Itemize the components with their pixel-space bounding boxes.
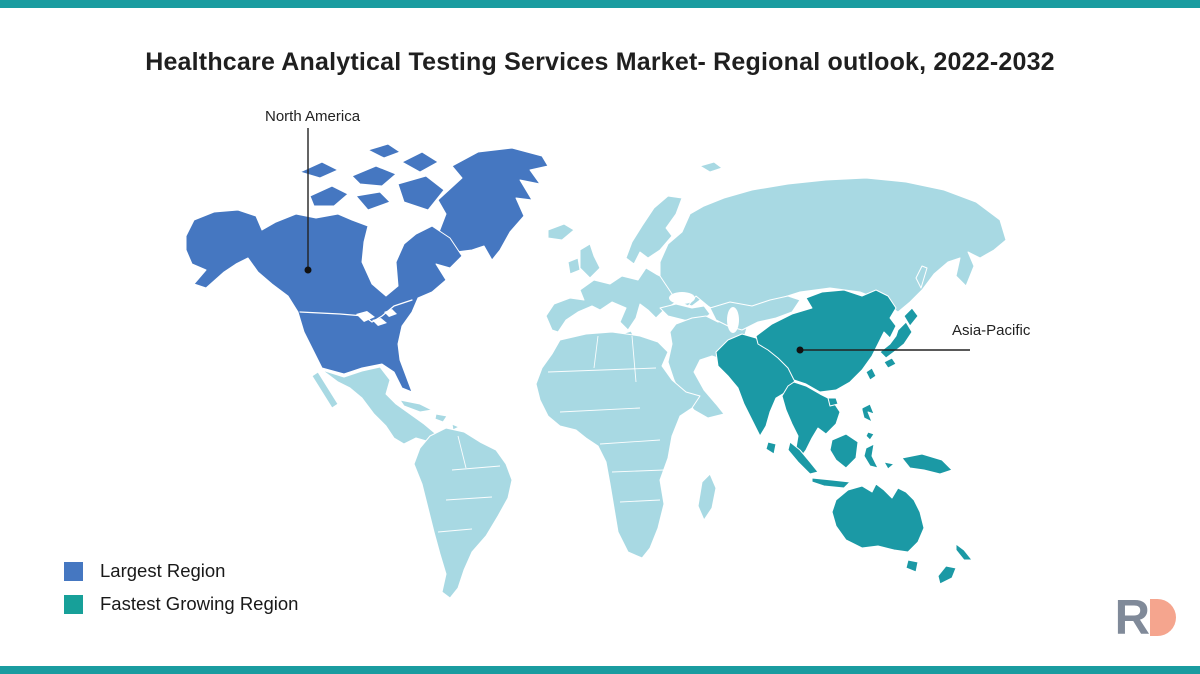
arctic-island [355, 191, 391, 211]
sakhalin-shape [915, 265, 928, 289]
japan-kyushu-shape [883, 357, 897, 369]
madagascar-shape [697, 473, 717, 521]
new-zealand-north-shape [955, 543, 973, 561]
ireland-shape [567, 257, 581, 275]
country-border [599, 439, 661, 445]
fastest-growing-region-swatch [64, 594, 83, 614]
arctic-island [299, 161, 339, 179]
baffin-island-shape [397, 175, 445, 211]
sri-lanka-shape [765, 441, 777, 455]
largest-region-swatch [64, 561, 83, 581]
cuba-shape [399, 399, 433, 413]
black-sea [669, 292, 695, 304]
country-border [593, 335, 599, 369]
caspian-sea [727, 307, 739, 333]
europe-shape [545, 267, 701, 333]
asia-pacific-leader-dot [796, 346, 804, 354]
bottom-accent-bar [0, 666, 1200, 674]
baja-california-shape [311, 371, 339, 409]
country-border [451, 465, 501, 471]
country-border [547, 367, 657, 373]
us-canada-border [299, 299, 413, 323]
hispaniola-shape [434, 413, 448, 423]
arctic-island [367, 143, 401, 159]
country-border [445, 496, 493, 501]
landmass-north-america [185, 143, 549, 393]
page-title: Healthcare Analytical Testing Services M… [145, 48, 1055, 76]
country-border [559, 407, 641, 413]
china-mongolia-shape [755, 289, 897, 393]
country-border [457, 435, 467, 469]
sulawesi-shape [863, 443, 879, 469]
logo-d-shape [1150, 599, 1176, 636]
japan-hokkaido-shape [903, 307, 919, 327]
philippines-island [865, 431, 875, 441]
taiwan-shape [865, 367, 877, 381]
great-lakes [384, 309, 397, 317]
caribbean-island [451, 423, 460, 431]
south-america-shape [413, 427, 513, 599]
australia-shape [831, 483, 925, 553]
country-border [631, 335, 637, 383]
top-accent-bar [0, 0, 1200, 8]
java-shape [811, 477, 851, 489]
legend: Largest Region Fastest Growing Region [64, 560, 298, 615]
hainan-shape [827, 397, 839, 407]
legend-item-fastest-growing-region: Fastest Growing Region [64, 593, 298, 615]
tasmania-shape [905, 559, 919, 573]
legend-label: Fastest Growing Region [100, 593, 299, 614]
iceland-shape [547, 223, 575, 241]
africa-shape [535, 331, 701, 559]
callout-leaders [304, 128, 970, 354]
uk-shape [579, 243, 601, 279]
legend-label: Largest Region [100, 560, 226, 581]
logo-letter-r: R [1114, 590, 1150, 645]
borneo-shape [829, 433, 859, 469]
sumatra-shape [787, 441, 819, 475]
arctic-island [401, 151, 439, 173]
legend-item-largest-region: Largest Region [64, 560, 298, 582]
svalbard-shape [699, 161, 723, 173]
philippines-shape [861, 403, 875, 423]
great-lakes [372, 318, 387, 326]
brand-logo: R [1114, 590, 1176, 645]
landmass-asia-pacific [715, 289, 973, 585]
japan-honshu-shape [879, 321, 913, 359]
country-border [437, 528, 473, 533]
maluku-island [883, 461, 895, 470]
asia-pacific-label: Asia-Pacific [952, 322, 1031, 339]
arctic-island [309, 185, 349, 207]
country-border [619, 499, 661, 503]
landmass-rest-of-world [311, 161, 1007, 599]
north-america-label: North America [265, 108, 361, 125]
arctic-island [351, 165, 397, 187]
scandinavia-shape [625, 195, 683, 265]
usa-canada-alaska-shape [185, 209, 463, 393]
country-border [611, 469, 665, 473]
new-zealand-south-shape [937, 565, 957, 585]
north-america-leader-dot [304, 266, 312, 274]
great-lakes [356, 311, 375, 322]
new-guinea-shape [901, 453, 953, 475]
greenland-shape [435, 147, 549, 261]
